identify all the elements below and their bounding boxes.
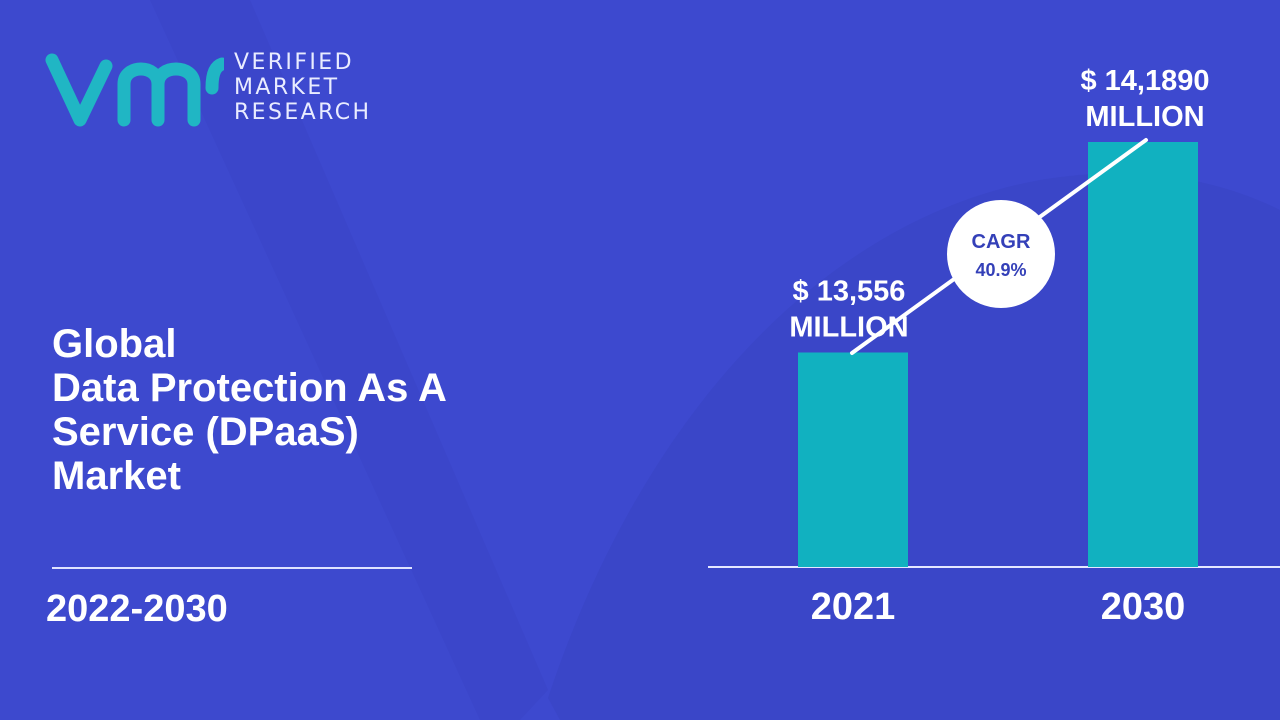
chart-canvas: 2021 $ 13,556 MILLION 2030 $ 14,1890 MILLION C… [708,65,1280,628]
cagr-value: 40.9% [975,260,1026,280]
brand-line-2: MARKET [234,75,340,100]
title-line-2: Data Protection As A [52,366,447,410]
report-title: Global Data Protection As A Service (DPa… [52,322,572,498]
bar-2021 [798,352,908,567]
brand-name: VERIFIED MARKET RESEARCH [234,50,371,125]
title-divider [52,567,412,569]
market-size-chart: 2021 $ 13,556 MILLION 2030 $ 14,1890 MILLION C… [700,40,1280,660]
title-line-3: Service (DPaaS) [52,410,359,454]
category-label-2030: 2030 [1101,586,1186,628]
category-label-2021: 2021 [811,586,896,628]
vmr-logo-icon [45,53,224,127]
brand-logo: VERIFIED MARKET RESEARCH [44,48,404,132]
forecast-period: 2022-2030 [46,588,228,630]
brand-line-3: RESEARCH [234,100,372,125]
title-line-1: Global [52,322,177,366]
title-line-4: Market [52,454,181,498]
value-label-2021-line-2: MILLION [789,311,908,343]
value-label-2021-line-1: $ 13,556 [793,275,906,307]
cagr-badge [947,200,1055,308]
bar-2030 [1088,142,1198,567]
value-label-2030-line-2: MILLION [1085,101,1204,133]
cagr-label: CAGR [972,231,1031,253]
value-label-2030-line-1: $ 14,1890 [1080,65,1209,97]
brand-line-1: VERIFIED [234,50,354,75]
